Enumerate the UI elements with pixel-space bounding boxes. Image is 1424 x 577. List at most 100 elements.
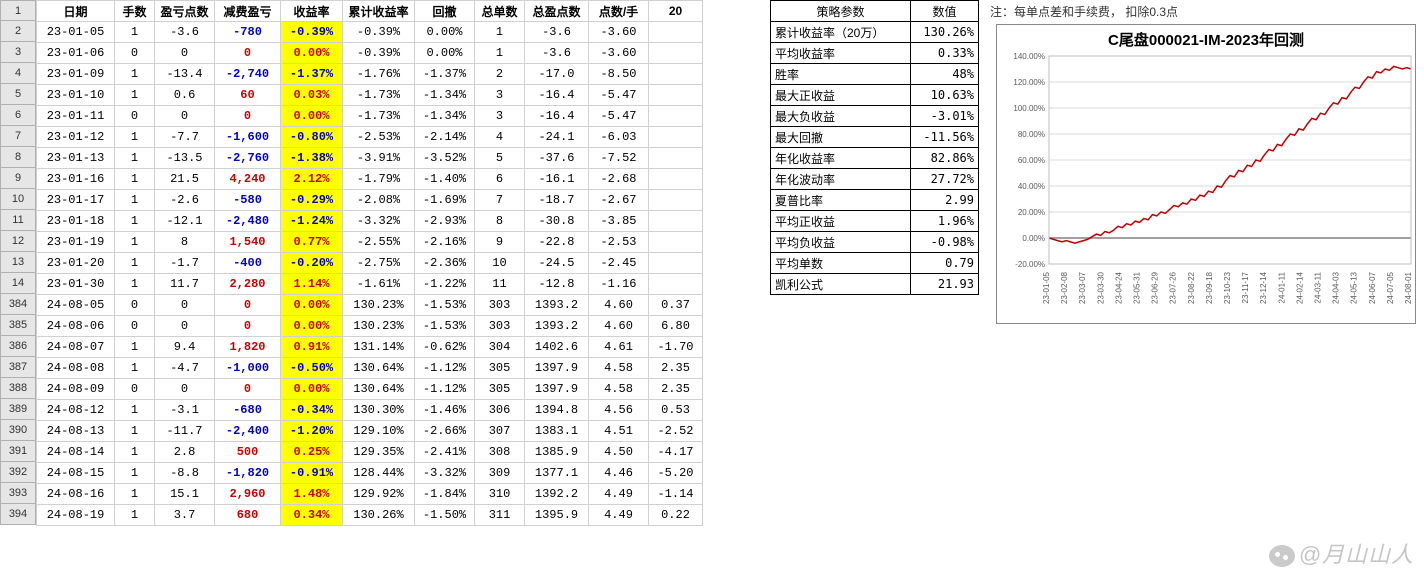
cell[interactable]: 23-01-12: [37, 127, 115, 148]
cell[interactable]: 1: [115, 484, 155, 505]
cell[interactable]: 305: [475, 358, 525, 379]
cell[interactable]: 8: [475, 211, 525, 232]
cell[interactable]: [649, 85, 703, 106]
cell[interactable]: -1.79%: [343, 169, 415, 190]
cell[interactable]: 0: [115, 379, 155, 400]
cell[interactable]: 4.51: [589, 421, 649, 442]
cell[interactable]: 5: [475, 148, 525, 169]
cell[interactable]: 24-08-19: [37, 505, 115, 526]
cell[interactable]: [649, 106, 703, 127]
cell[interactable]: -0.39%: [343, 43, 415, 64]
cell[interactable]: -37.6: [525, 148, 589, 169]
cell[interactable]: -680: [215, 400, 281, 421]
cell[interactable]: -3.32%: [415, 463, 475, 484]
cell[interactable]: 2.35: [649, 379, 703, 400]
cell[interactable]: 130.23%: [343, 295, 415, 316]
cell[interactable]: 60: [215, 85, 281, 106]
cell[interactable]: -0.50%: [281, 358, 343, 379]
cell[interactable]: -1.7: [155, 253, 215, 274]
cell[interactable]: 307: [475, 421, 525, 442]
cell[interactable]: 0.00%: [281, 106, 343, 127]
cell[interactable]: -1.84%: [415, 484, 475, 505]
cell[interactable]: 0: [215, 295, 281, 316]
cell[interactable]: 23-01-20: [37, 253, 115, 274]
row-header[interactable]: 386: [0, 336, 36, 357]
column-header[interactable]: 手数: [115, 1, 155, 22]
cell[interactable]: -400: [215, 253, 281, 274]
cell[interactable]: 23-01-11: [37, 106, 115, 127]
cell[interactable]: 24-08-12: [37, 400, 115, 421]
param-value[interactable]: -11.56%: [911, 127, 979, 148]
cell[interactable]: -16.4: [525, 106, 589, 127]
cell[interactable]: -0.20%: [281, 253, 343, 274]
cell[interactable]: 0: [155, 106, 215, 127]
cell[interactable]: 1: [115, 169, 155, 190]
cell[interactable]: -24.1: [525, 127, 589, 148]
cell[interactable]: [649, 169, 703, 190]
param-value[interactable]: 2.99: [911, 190, 979, 211]
cell[interactable]: -1.69%: [415, 190, 475, 211]
cell[interactable]: 130.26%: [343, 505, 415, 526]
cell[interactable]: 1: [115, 505, 155, 526]
cell[interactable]: -11.7: [155, 421, 215, 442]
cell[interactable]: -2,400: [215, 421, 281, 442]
cell[interactable]: 1385.9: [525, 442, 589, 463]
cell[interactable]: 311: [475, 505, 525, 526]
cell[interactable]: 128.44%: [343, 463, 415, 484]
cell[interactable]: 4.56: [589, 400, 649, 421]
cell[interactable]: -2.36%: [415, 253, 475, 274]
cell[interactable]: -13.5: [155, 148, 215, 169]
cell[interactable]: -1.53%: [415, 295, 475, 316]
cell[interactable]: 0.37: [649, 295, 703, 316]
param-value[interactable]: 0.33%: [911, 43, 979, 64]
row-header[interactable]: 1: [0, 0, 36, 21]
cell[interactable]: 130.30%: [343, 400, 415, 421]
cell[interactable]: -5.47: [589, 85, 649, 106]
cell[interactable]: 2,960: [215, 484, 281, 505]
row-header[interactable]: 6: [0, 105, 36, 126]
cell[interactable]: -1.73%: [343, 85, 415, 106]
cell[interactable]: -2.41%: [415, 442, 475, 463]
cell[interactable]: -1.12%: [415, 358, 475, 379]
cell[interactable]: 0.91%: [281, 337, 343, 358]
cell[interactable]: 0: [155, 316, 215, 337]
cell[interactable]: 1: [115, 358, 155, 379]
column-header[interactable]: 总盈点数: [525, 1, 589, 22]
cell[interactable]: 0.6: [155, 85, 215, 106]
cell[interactable]: -1.40%: [415, 169, 475, 190]
cell[interactable]: -2.6: [155, 190, 215, 211]
cell[interactable]: [649, 148, 703, 169]
cell[interactable]: 2.8: [155, 442, 215, 463]
cell[interactable]: 303: [475, 316, 525, 337]
cell[interactable]: 4.58: [589, 379, 649, 400]
column-header[interactable]: 20: [649, 1, 703, 22]
cell[interactable]: [649, 253, 703, 274]
cell[interactable]: 1397.9: [525, 379, 589, 400]
param-value[interactable]: -3.01%: [911, 106, 979, 127]
cell[interactable]: -30.8: [525, 211, 589, 232]
cell[interactable]: 0.34%: [281, 505, 343, 526]
cell[interactable]: 9: [475, 232, 525, 253]
cell[interactable]: 3.7: [155, 505, 215, 526]
param-value[interactable]: 10.63%: [911, 85, 979, 106]
param-key[interactable]: 最大负收益: [771, 106, 911, 127]
column-header[interactable]: 回撤: [415, 1, 475, 22]
cell[interactable]: 23-01-13: [37, 148, 115, 169]
cell[interactable]: -5.20: [649, 463, 703, 484]
cell[interactable]: 129.35%: [343, 442, 415, 463]
cell[interactable]: 0: [215, 43, 281, 64]
cell[interactable]: -3.6: [155, 22, 215, 43]
cell[interactable]: -1.73%: [343, 106, 415, 127]
cell[interactable]: 0: [155, 295, 215, 316]
cell[interactable]: 0: [115, 43, 155, 64]
row-header[interactable]: 14: [0, 273, 36, 294]
cell[interactable]: 310: [475, 484, 525, 505]
cell[interactable]: -7.52: [589, 148, 649, 169]
cell[interactable]: 1377.1: [525, 463, 589, 484]
row-header[interactable]: 11: [0, 210, 36, 231]
cell[interactable]: 9.4: [155, 337, 215, 358]
row-header[interactable]: 387: [0, 357, 36, 378]
cell[interactable]: 1: [115, 85, 155, 106]
cell[interactable]: -1.46%: [415, 400, 475, 421]
cell[interactable]: 6: [475, 169, 525, 190]
